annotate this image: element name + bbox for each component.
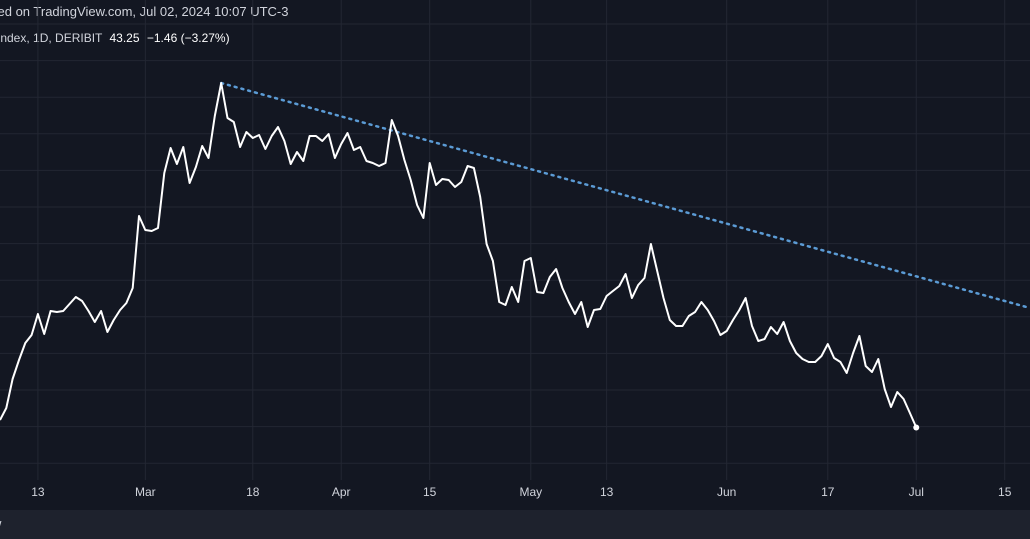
x-axis-ticks: 13 Mar 18 Apr 15 May 13 Jun 17 Jul 15	[31, 485, 1011, 499]
x-tick-label: Mar	[135, 485, 156, 499]
bottom-toolbar: w	[0, 510, 1030, 539]
x-tick-label: 17	[821, 485, 835, 499]
x-tick-label: 13	[31, 485, 45, 499]
published-note: lished on TradingView.com, Jul 02, 2024 …	[0, 4, 289, 19]
last-value: 43.25	[109, 31, 140, 45]
trendline-layer	[219, 81, 1030, 310]
x-tick-label: 15	[423, 485, 437, 499]
line-chart[interactable]: 13 Mar 18 Apr 15 May 13 Jun 17 Jul 15	[0, 0, 1030, 510]
x-tick-label: May	[519, 485, 542, 499]
trendline	[219, 81, 1030, 310]
series-layer	[0, 82, 920, 431]
x-tick-label: Apr	[332, 485, 351, 499]
last-point-marker	[913, 424, 920, 431]
bottom-toolbar-label[interactable]: w	[0, 516, 1, 531]
symbol-legend: Index, 1D, DERIBIT 43.25 −1.46 (−3.27%)	[0, 31, 230, 45]
x-tick-label: 13	[600, 485, 614, 499]
symbol-name: Index, 1D, DERIBIT	[0, 31, 103, 45]
x-tick-label: Jul	[909, 485, 924, 499]
change-value: −1.46 (−3.27%)	[146, 31, 230, 45]
x-tick-label: 18	[246, 485, 260, 499]
x-tick-label: 15	[998, 485, 1012, 499]
grid	[0, 0, 1030, 480]
x-tick-label: Jun	[717, 485, 736, 499]
series-line	[0, 82, 918, 428]
